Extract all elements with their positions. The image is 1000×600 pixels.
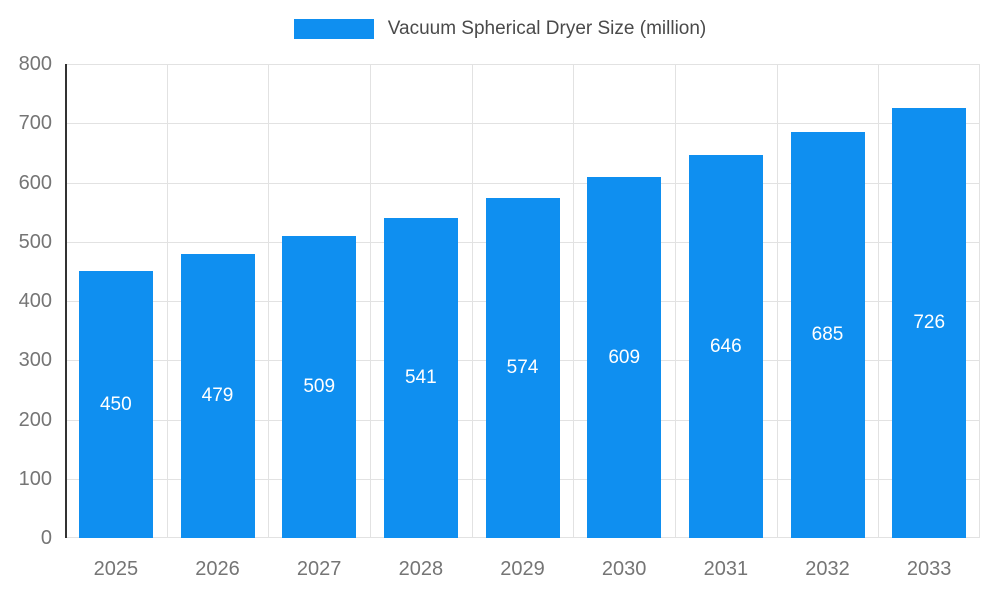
bar: 450 <box>78 271 153 538</box>
gridline-vertical <box>573 64 574 538</box>
y-tick-label: 100 <box>18 467 52 490</box>
y-tick-label: 300 <box>18 349 52 372</box>
gridline-vertical <box>777 64 778 538</box>
x-tick-label: 2033 <box>906 558 952 580</box>
y-tick-label: 600 <box>18 171 52 194</box>
bar: 541 <box>383 217 458 538</box>
y-tick-label: 800 <box>18 53 52 75</box>
gridline-horizontal <box>65 64 980 65</box>
x-tick-label: 2030 <box>601 558 647 580</box>
chart-legend: Vacuum Spherical Dryer Size (million) <box>0 18 1000 40</box>
y-tick-label: 400 <box>18 290 52 312</box>
y-tick-label: 500 <box>18 230 52 253</box>
bar: 574 <box>485 197 560 538</box>
x-tick-label: 2027 <box>296 558 342 580</box>
bar: 609 <box>587 177 662 538</box>
gridline-vertical <box>878 64 879 538</box>
legend-label: Vacuum Spherical Dryer Size (million) <box>387 18 707 39</box>
bar-value-label: 685 <box>811 324 844 346</box>
x-tick-label: 2029 <box>500 558 545 580</box>
bar-value-label: 509 <box>303 376 336 398</box>
gridline-horizontal <box>65 182 980 184</box>
bar: 479 <box>180 254 255 538</box>
x-tick-label: 2031 <box>703 558 749 580</box>
bar-value-label: 609 <box>608 346 641 368</box>
gridline-vertical <box>675 64 676 538</box>
bar-value-label: 541 <box>404 366 437 388</box>
bar-value-label: 450 <box>99 393 132 415</box>
bar: 726 <box>892 107 967 538</box>
plot-area: 450 479 509 541 574 609 646 685 726 <box>65 64 980 538</box>
bar-value-label: 574 <box>506 356 539 378</box>
bar-value-label: 726 <box>913 311 946 333</box>
y-tick-label: 0 <box>40 527 52 549</box>
bar: 646 <box>688 155 763 538</box>
gridline-horizontal <box>65 123 980 125</box>
legend-swatch <box>293 19 374 39</box>
gridline-vertical <box>167 64 168 538</box>
gridline-vertical <box>979 64 980 538</box>
bar-value-label: 646 <box>709 335 742 357</box>
y-tick-label: 700 <box>18 112 52 135</box>
bar-value-label: 479 <box>201 385 234 407</box>
gridline-vertical <box>472 64 473 538</box>
bar: 509 <box>282 236 357 538</box>
gridline-vertical <box>268 64 269 538</box>
x-tick-label: 2025 <box>93 558 139 580</box>
gridline-vertical <box>370 64 371 538</box>
bar: 685 <box>790 132 865 538</box>
x-tick-label: 2028 <box>398 558 444 580</box>
y-tick-label: 200 <box>18 408 52 431</box>
y-axis-line <box>65 64 67 538</box>
x-tick-label: 2026 <box>195 558 240 580</box>
x-tick-label: 2032 <box>805 558 850 580</box>
